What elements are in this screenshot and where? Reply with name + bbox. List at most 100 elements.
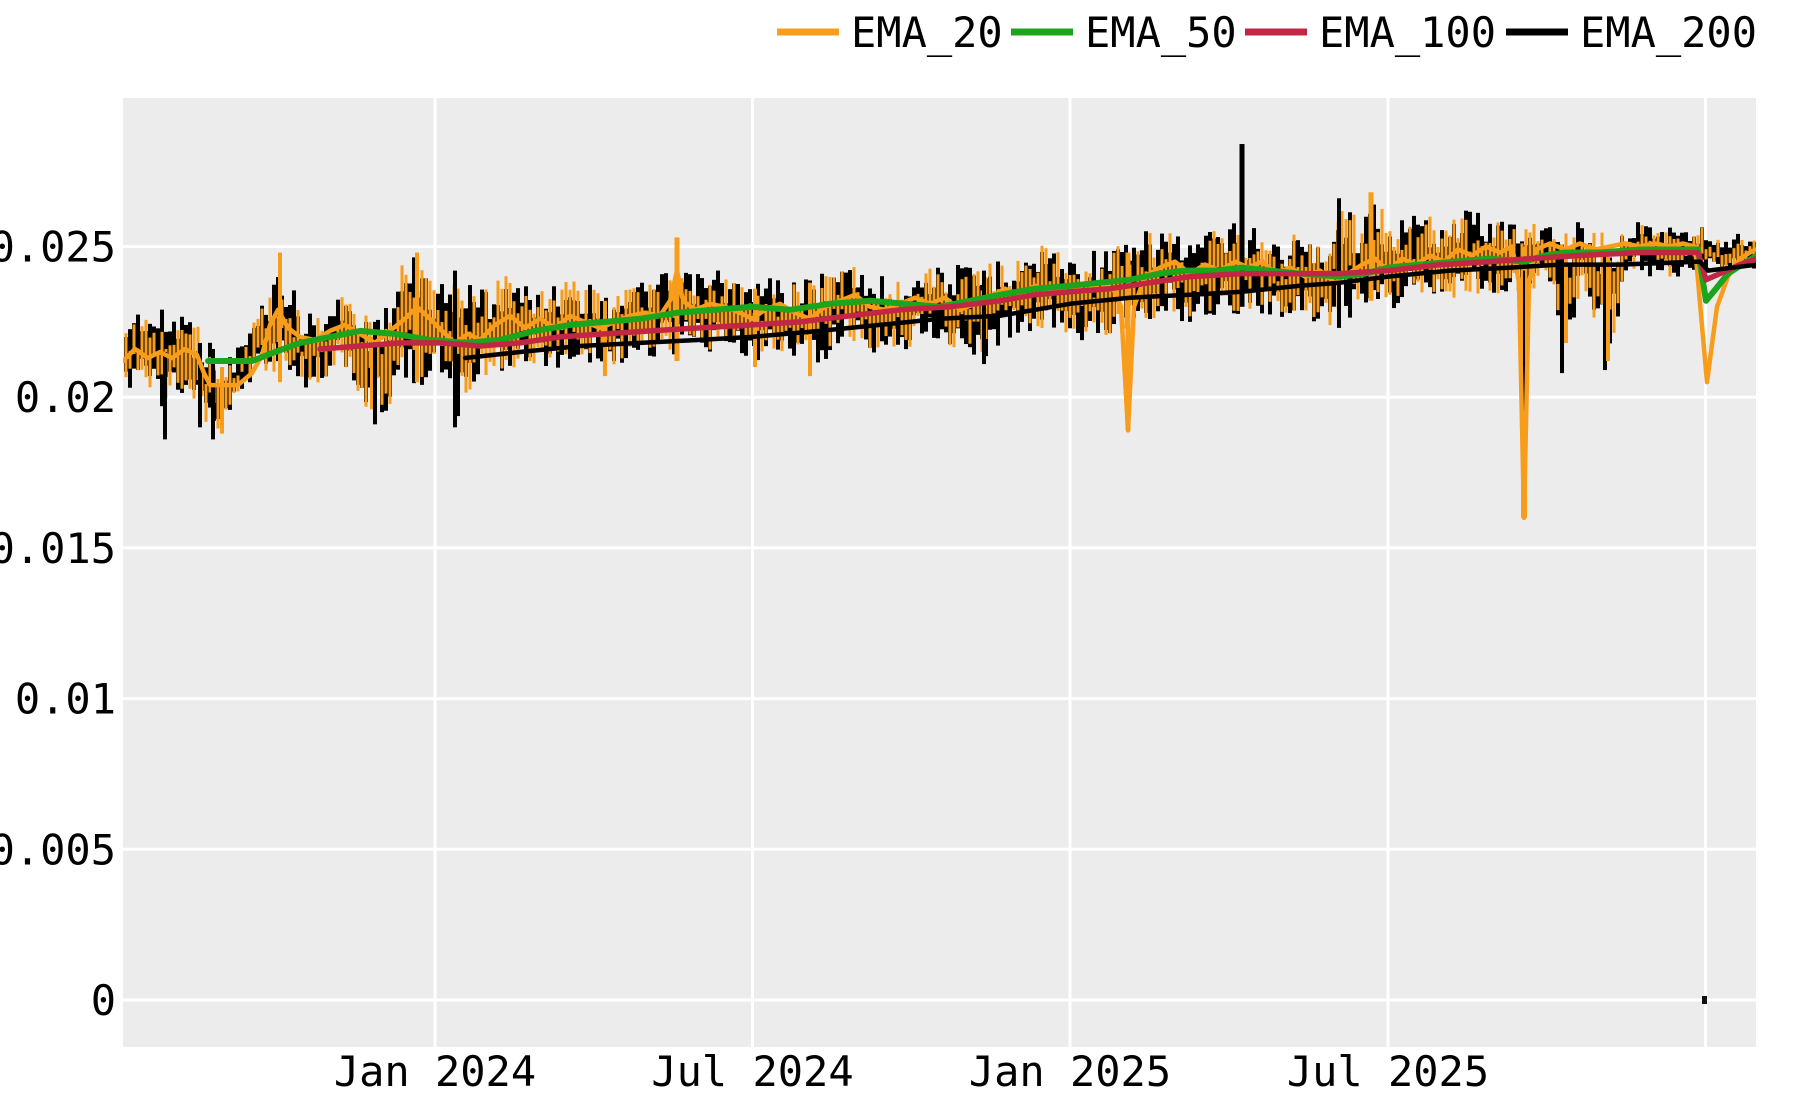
- price-bar: [592, 289, 596, 327]
- price-bar: [324, 341, 328, 377]
- price-bar: [1100, 268, 1104, 323]
- price-bar: [1428, 216, 1432, 270]
- price-bar: [392, 334, 396, 361]
- price-bar: [836, 294, 840, 323]
- price-bar: [1344, 219, 1348, 284]
- price-bar: [740, 310, 744, 354]
- price-bar: [844, 272, 848, 316]
- price-bar: [1364, 243, 1368, 276]
- price-bar: [468, 285, 472, 363]
- price-bar: [720, 296, 724, 329]
- price-bar: [1068, 275, 1072, 318]
- price-spike-bar: [808, 282, 812, 377]
- price-bar: [1300, 246, 1304, 311]
- price-bar: [456, 288, 460, 354]
- price-bar: [456, 317, 460, 417]
- price-bar: [376, 333, 380, 378]
- price-bar: [1616, 261, 1620, 304]
- ema-line-ema_20: [123, 241, 1756, 521]
- price-bar: [960, 279, 964, 315]
- price-bar: [940, 282, 944, 304]
- price-bar: [1552, 239, 1556, 285]
- price-bar: [388, 322, 392, 404]
- price-spike-bar: [1606, 252, 1610, 362]
- price-bar: [596, 293, 600, 334]
- price-bar: [748, 303, 752, 338]
- price-bar: [1328, 253, 1332, 326]
- price-bar: [1700, 227, 1704, 254]
- price-spike-bar: [1603, 246, 1607, 371]
- price-bar: [776, 316, 780, 340]
- price-bar: [672, 289, 676, 355]
- price-bar: [140, 326, 144, 370]
- price-bar: [868, 311, 872, 349]
- price-bar: [476, 322, 480, 345]
- price-bar: [948, 298, 952, 346]
- price-bar: [1584, 244, 1588, 292]
- price-bar: [1716, 239, 1720, 258]
- price-bar: [1480, 246, 1484, 267]
- price-bar: [292, 290, 296, 366]
- price-bar: [1348, 220, 1352, 266]
- price-spike-bar: [1523, 270, 1525, 515]
- y-tick-label: 0: [91, 976, 116, 1025]
- price-bar: [364, 315, 368, 407]
- price-bar: [360, 342, 364, 388]
- price-bar: [1612, 271, 1616, 333]
- price-bar: [328, 334, 332, 352]
- price-spike-bar: [1368, 192, 1374, 301]
- ema-line-ema_100: [317, 249, 1756, 352]
- legend-label: EMA_200: [1580, 8, 1757, 57]
- price-bar: [1300, 255, 1304, 276]
- price-spike-bar: [753, 288, 757, 368]
- price-bar: [848, 270, 852, 315]
- price-spike-bar: [370, 336, 374, 410]
- price-bar: [188, 334, 192, 389]
- price-bar: [1108, 274, 1112, 334]
- price-bar: [1408, 226, 1412, 265]
- price-bar: [1412, 215, 1416, 285]
- price-bar: [384, 328, 388, 394]
- price-bar: [184, 333, 188, 381]
- price-bar: [1076, 279, 1080, 313]
- price-bar: [788, 309, 792, 328]
- price-bar: [1180, 260, 1184, 322]
- price-bar: [148, 337, 152, 388]
- legend-label: EMA_100: [1319, 8, 1496, 57]
- price-bar: [132, 324, 136, 354]
- price-bar: [1580, 243, 1584, 276]
- price-bar: [644, 310, 648, 334]
- price-bar: [1080, 287, 1084, 341]
- price-bar: [880, 307, 884, 327]
- price-bar: [1720, 255, 1724, 270]
- price-bar: [664, 273, 668, 321]
- price-spike-bar: [453, 270, 457, 428]
- price-bar: [1016, 260, 1020, 314]
- price-bar: [208, 356, 212, 393]
- price-bar: [1356, 266, 1360, 300]
- x-tick-label: Jul 2025: [1287, 1047, 1489, 1096]
- y-tick-label: 0.025: [0, 223, 116, 272]
- price-bar: [640, 307, 644, 344]
- price-bar: [496, 280, 500, 344]
- price-bar: [1416, 237, 1420, 282]
- price-bar: [796, 291, 800, 345]
- price-bar: [1196, 272, 1200, 293]
- price-bar: [272, 317, 276, 372]
- price-bar: [1656, 232, 1660, 260]
- price-bar: [528, 309, 532, 361]
- price-bar: [440, 322, 444, 346]
- price-bar: [312, 338, 316, 356]
- price-bar: [136, 314, 140, 370]
- y-tick-label: 0.005: [0, 825, 116, 874]
- price-bar: [1044, 248, 1048, 307]
- price-bar: [1620, 234, 1624, 281]
- price-bar: [248, 356, 252, 378]
- price-bar: [1456, 238, 1460, 273]
- price-bar: [1332, 243, 1336, 269]
- price-bar: [1160, 249, 1164, 271]
- price-bar: [1388, 231, 1392, 295]
- price-bar: [1060, 290, 1064, 311]
- price-bar: [1340, 211, 1344, 272]
- price-bar: [252, 322, 256, 361]
